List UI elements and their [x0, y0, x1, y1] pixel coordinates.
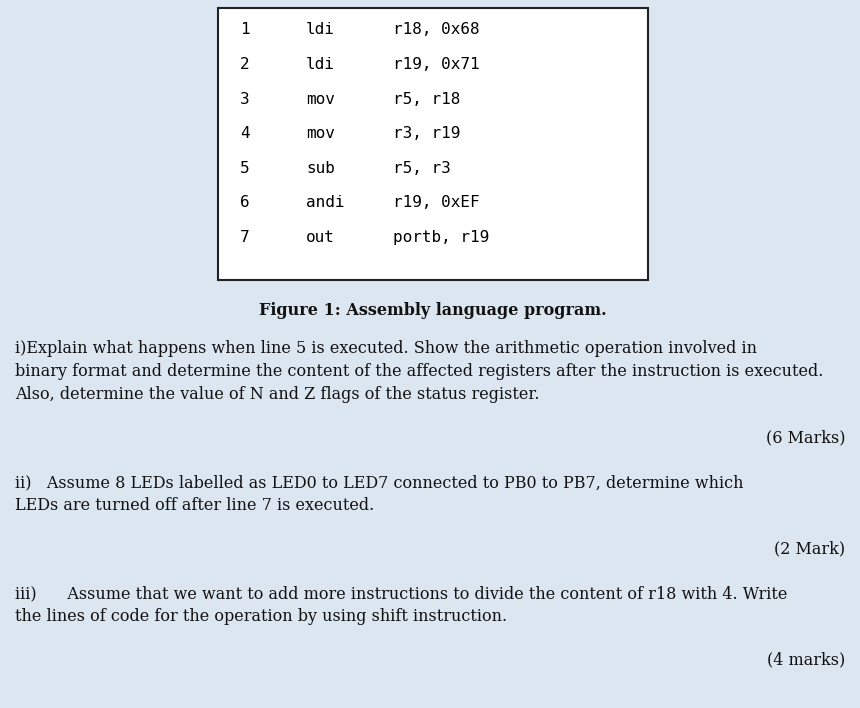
Text: r19, 0x71: r19, 0x71 — [393, 57, 480, 72]
Text: Also, determine the value of N and Z flags of the status register.: Also, determine the value of N and Z fla… — [15, 386, 539, 403]
Text: ldi: ldi — [306, 23, 335, 38]
Text: LEDs are turned off after line 7 is executed.: LEDs are turned off after line 7 is exec… — [15, 497, 374, 514]
Text: 2: 2 — [240, 57, 249, 72]
Text: the lines of code for the operation by using shift instruction.: the lines of code for the operation by u… — [15, 608, 507, 625]
Text: 6: 6 — [240, 195, 249, 210]
Text: out: out — [306, 230, 335, 245]
Text: iii)      Assume that we want to add more instructions to divide the content of : iii) Assume that we want to add more ins… — [15, 585, 788, 602]
Text: mov: mov — [306, 91, 335, 107]
Text: Figure 1: Assembly language program.: Figure 1: Assembly language program. — [259, 302, 607, 319]
Text: mov: mov — [306, 126, 335, 141]
Text: r19, 0xEF: r19, 0xEF — [393, 195, 480, 210]
Text: ii)   Assume 8 LEDs labelled as LED0 to LED7 connected to PB0 to PB7, determine : ii) Assume 8 LEDs labelled as LED0 to LE… — [15, 474, 744, 491]
Text: (6 Marks): (6 Marks) — [765, 429, 845, 446]
Text: 5: 5 — [240, 161, 249, 176]
Text: (2 Mark): (2 Mark) — [774, 540, 845, 557]
Text: andi: andi — [306, 195, 345, 210]
Text: sub: sub — [306, 161, 335, 176]
Text: binary format and determine the content of the affected registers after the inst: binary format and determine the content … — [15, 363, 823, 380]
Text: 1: 1 — [240, 23, 249, 38]
Bar — [218, 8, 648, 280]
Text: 4: 4 — [240, 126, 249, 141]
Text: 7: 7 — [240, 230, 249, 245]
Text: portb, r19: portb, r19 — [393, 230, 489, 245]
Text: r18, 0x68: r18, 0x68 — [393, 23, 480, 38]
Text: (4 marks): (4 marks) — [767, 651, 845, 668]
Text: r5, r18: r5, r18 — [393, 91, 460, 107]
Text: r5, r3: r5, r3 — [393, 161, 451, 176]
Text: ldi: ldi — [306, 57, 335, 72]
Text: i)Explain what happens when line 5 is executed. Show the arithmetic operation in: i)Explain what happens when line 5 is ex… — [15, 340, 757, 357]
Text: r3, r19: r3, r19 — [393, 126, 460, 141]
Text: 3: 3 — [240, 91, 249, 107]
